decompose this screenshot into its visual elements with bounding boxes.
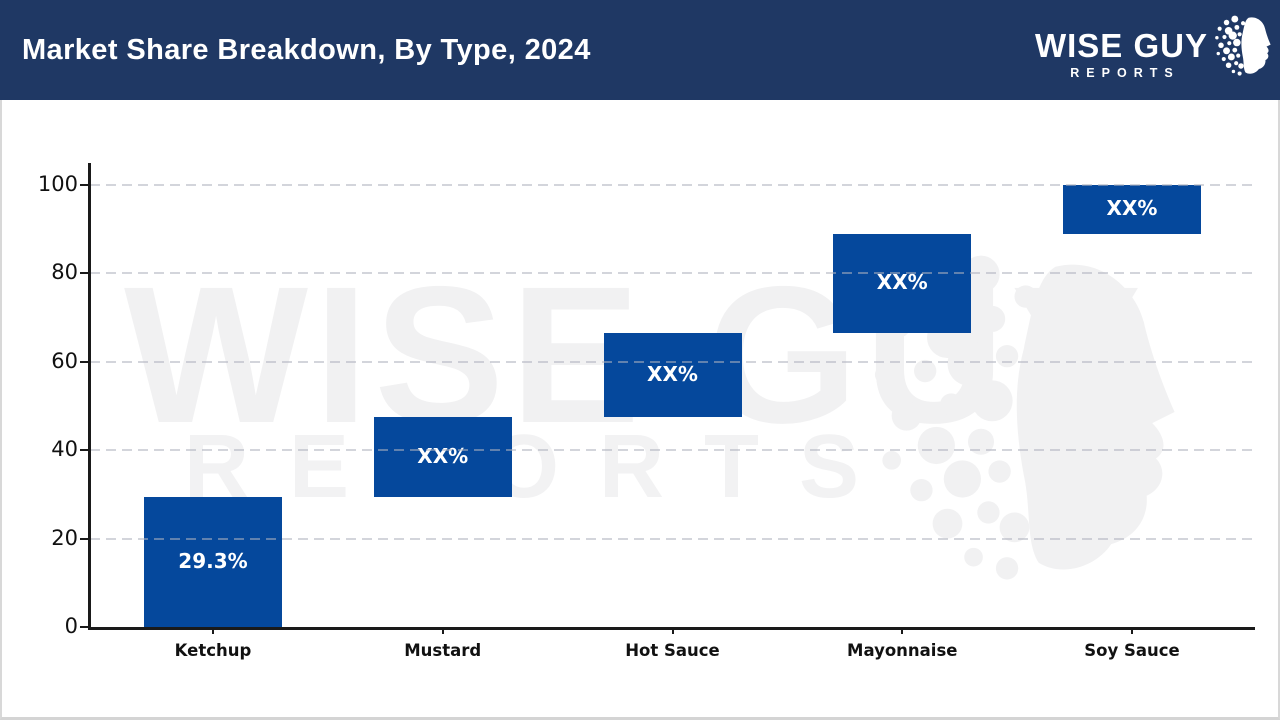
bar-soy-sauce [1063,185,1201,234]
x-tick-hot-sauce [671,627,674,634]
bar-value-label-soy-sauce: XX% [1106,196,1158,221]
y-tick-label-60: 60 [51,348,78,373]
logo-text: WISE GUY REPORTS [1035,29,1208,80]
y-axis-line [88,163,91,629]
y-tick-label-80: 80 [51,260,78,285]
x-tick-mustard [441,627,444,634]
x-tick-label-ketchup: Ketchup [174,641,252,660]
y-tick-label-40: 40 [51,437,78,462]
wise-guy-logo: WISE GUY REPORTS [1035,6,1272,88]
gridline-60 [90,360,1255,363]
x-tick-label-soy-sauce: Soy Sauce [1084,641,1180,660]
y-tick-80 [80,272,88,275]
face-profile-logo-icon [1215,15,1271,76]
gridline-40 [90,449,1255,452]
x-tick-ketchup [212,627,214,634]
y-tick-label-20: 20 [51,525,78,550]
x-tick-label-mustard: Mustard [404,641,482,660]
bar-hot-sauce [603,333,742,418]
y-tick-60 [80,360,88,363]
gridline-100 [90,184,1255,186]
bar-mayonnaise [833,233,972,334]
bar-value-label-hot-sauce: XX% [647,362,698,387]
gridline-20 [90,537,1255,540]
y-tick-label-100: 100 [37,172,78,196]
bar-value-label-mustard: XX% [417,444,469,469]
gridline-80 [90,272,1255,275]
logo-wordmark: WISE GUY [1034,26,1208,64]
watermark-subtitle: REPORTS [184,417,900,517]
bar-mustard [373,417,512,498]
chart-card: WISE GUY REPORTS 29.3% XX% XX% XX% XX% 0 20 40 6… [0,100,1280,720]
y-tick-label-0: 0 [64,614,78,638]
y-tick-0 [80,626,88,628]
logo-subtitle: REPORTS [1070,65,1180,80]
y-tick-100 [80,184,88,186]
plot-area: 29.3% XX% XX% XX% XX% 0 20 40 60 80 100 Ketchup Must… [2,100,1278,717]
x-tick-label-mayonnaise: Mayonnaise [847,641,958,660]
y-tick-40 [80,449,88,452]
chart-header: Market Share Breakdown, By Type, 2024 WI… [0,0,1280,100]
page-title: Market Share Breakdown, By Type, 2024 [22,33,591,66]
x-tick-label-hot-sauce: Hot Sauce [625,641,720,660]
y-tick-20 [80,537,88,540]
bar-value-label-ketchup: 29.3% [178,549,248,574]
bar-ketchup [144,497,282,627]
x-tick-mayonnaise [901,627,904,634]
x-tick-soy-sauce [1131,627,1133,634]
